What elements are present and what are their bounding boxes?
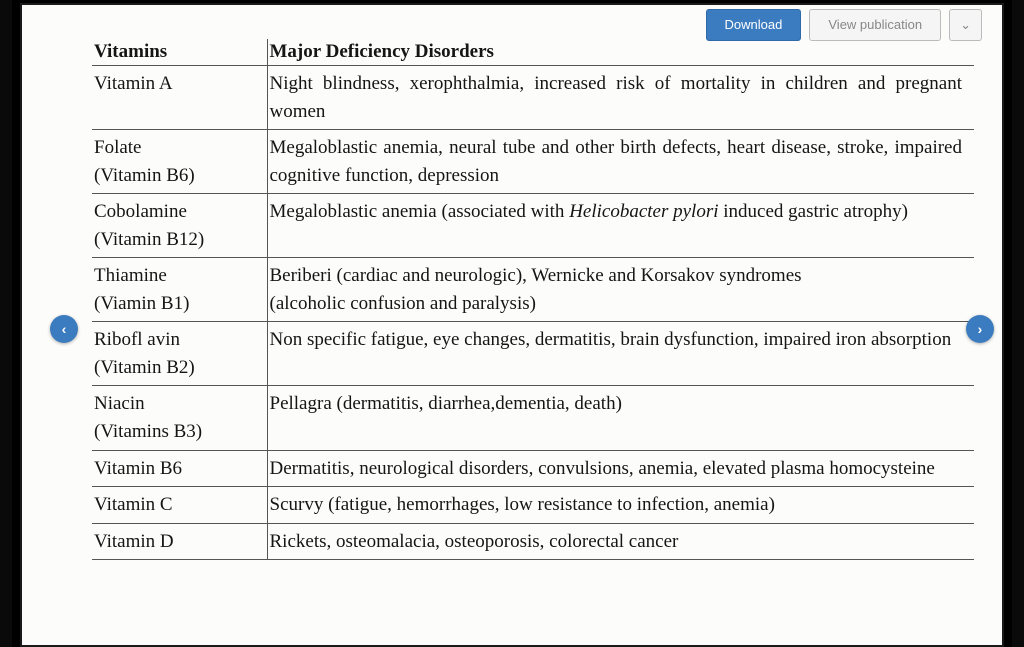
vitamin-cell: Niacin(Vitamins B3) [92,386,267,450]
screen: Download View publication ⌄ ‹ › Vitamins… [22,5,1002,645]
table-header-row: Vitamins Major Deficiency Disorders [92,39,974,66]
vitamin-cell: Cobolamine(Vitamin B12) [92,194,267,258]
next-page-button[interactable]: › [966,315,994,343]
vitamin-cell: Ribofl avin(Vitamin B2) [92,322,267,386]
document-content: Vitamins Major Deficiency Disorders Vita… [92,5,974,560]
view-publication-button[interactable]: View publication [809,9,941,41]
vitamin-cell: Vitamin C [92,487,267,524]
table-body: Vitamin ANight blindness, xerophthalmia,… [92,66,974,560]
table-row: Folate(Vitamin B6)Megaloblastic anemia, … [92,130,974,194]
table-row: Thiamine(Viamin B1)Beriberi (cardiac and… [92,258,974,322]
disorder-cell: Megaloblastic anemia, neural tube and ot… [267,130,974,194]
table-row: Vitamin CScurvy (fatigue, hemorrhages, l… [92,487,974,524]
table-row: Ribofl avin(Vitamin B2)Non specific fati… [92,322,974,386]
chevron-right-icon: › [978,321,983,337]
dropdown-chevron-button[interactable]: ⌄ [949,9,982,41]
vitamin-cell: Thiamine(Viamin B1) [92,258,267,322]
tablet-frame: Download View publication ⌄ ‹ › Vitamins… [12,0,1012,647]
disorder-cell: Beriberi (cardiac and neurologic), Werni… [267,258,974,322]
vitamin-cell: Vitamin B6 [92,450,267,487]
table-row: Vitamin DRickets, osteomalacia, osteopor… [92,523,974,560]
vitamin-cell: Vitamin A [92,66,267,130]
table-row: Cobolamine(Vitamin B12)Megaloblastic ane… [92,194,974,258]
table-row: Vitamin ANight blindness, xerophthalmia,… [92,66,974,130]
disorder-cell: Dermatitis, neurological disorders, conv… [267,450,974,487]
table-row: Niacin(Vitamins B3)Pellagra (dermatitis,… [92,386,974,450]
header-vitamins: Vitamins [92,39,267,66]
chevron-left-icon: ‹ [62,321,67,337]
header-disorders: Major Deficiency Disorders [267,39,974,66]
disorder-cell: Rickets, osteomalacia, osteoporosis, col… [267,523,974,560]
prev-page-button[interactable]: ‹ [50,315,78,343]
top-button-bar: Download View publication ⌄ [706,9,982,41]
vitamin-cell: Vitamin D [92,523,267,560]
disorder-cell: Scurvy (fatigue, hemorrhages, low resist… [267,487,974,524]
disorder-cell: Megaloblastic anemia (associated with He… [267,194,974,258]
disorder-cell: Non specific fatigue, eye changes, derma… [267,322,974,386]
vitamins-table: Vitamins Major Deficiency Disorders Vita… [92,39,974,560]
disorder-cell: Pellagra (dermatitis, diarrhea,dementia,… [267,386,974,450]
download-button[interactable]: Download [706,9,802,41]
table-row: Vitamin B6Dermatitis, neurological disor… [92,450,974,487]
vitamin-cell: Folate(Vitamin B6) [92,130,267,194]
disorder-cell: Night blindness, xerophthalmia, increase… [267,66,974,130]
